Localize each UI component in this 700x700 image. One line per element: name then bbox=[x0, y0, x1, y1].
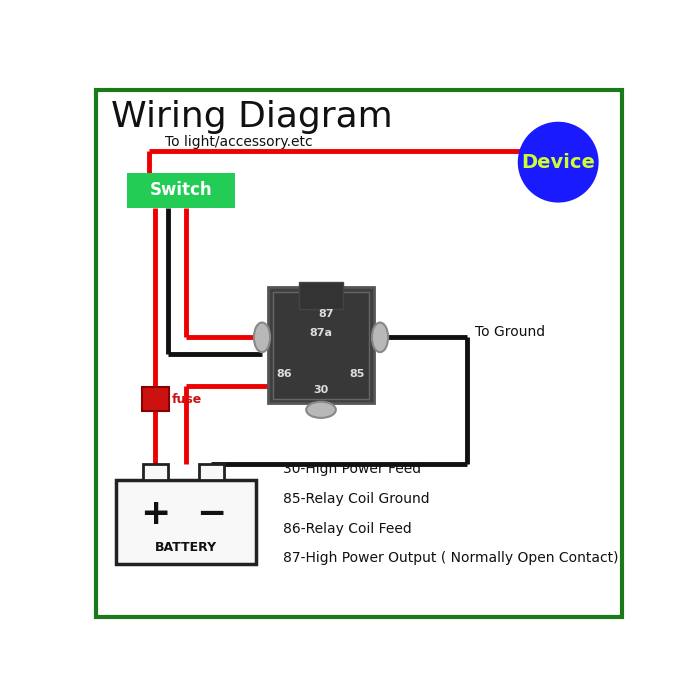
Text: Wiring Diagram: Wiring Diagram bbox=[111, 100, 393, 134]
Bar bbox=[199, 464, 223, 480]
Text: Device: Device bbox=[522, 153, 595, 172]
Bar bbox=[116, 480, 256, 564]
Bar bbox=[127, 173, 234, 208]
Ellipse shape bbox=[254, 323, 270, 352]
Text: BATTERY: BATTERY bbox=[155, 540, 217, 554]
Bar bbox=[300, 282, 342, 309]
Bar bbox=[273, 292, 370, 399]
Text: 30-High Power Feed: 30-High Power Feed bbox=[284, 463, 421, 477]
Text: fuse: fuse bbox=[172, 393, 202, 406]
Text: To Ground: To Ground bbox=[475, 325, 545, 339]
Text: 85-Relay Coil Ground: 85-Relay Coil Ground bbox=[284, 492, 430, 506]
Text: −: − bbox=[197, 496, 227, 531]
Text: 87-High Power Output ( Normally Open Contact): 87-High Power Output ( Normally Open Con… bbox=[284, 552, 619, 566]
Bar bbox=[144, 464, 167, 480]
Text: 86: 86 bbox=[276, 369, 293, 379]
Text: To light/accessory.etc: To light/accessory.etc bbox=[164, 134, 312, 148]
Text: 86-Relay Coil Feed: 86-Relay Coil Feed bbox=[284, 522, 412, 536]
Text: 85: 85 bbox=[350, 369, 365, 379]
Bar bbox=[142, 388, 169, 411]
Text: 30: 30 bbox=[314, 385, 328, 395]
Text: 87: 87 bbox=[318, 309, 334, 319]
Bar bbox=[269, 288, 374, 403]
Ellipse shape bbox=[372, 323, 388, 352]
Circle shape bbox=[518, 122, 598, 202]
Ellipse shape bbox=[306, 402, 336, 418]
Text: 87a: 87a bbox=[309, 328, 332, 338]
Text: Switch: Switch bbox=[150, 181, 212, 200]
Text: +: + bbox=[140, 496, 171, 531]
